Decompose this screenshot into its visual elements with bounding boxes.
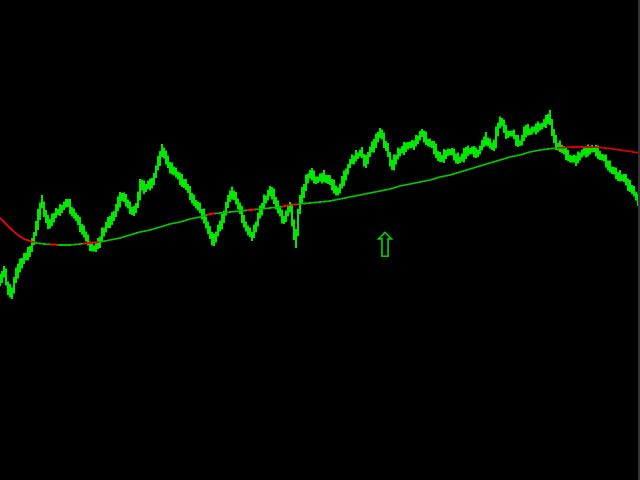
price-series — [0, 110, 639, 299]
ma-line — [0, 146, 640, 246]
ma-red-dashes — [49, 203, 299, 246]
window-right-edge — [638, 0, 640, 480]
up-arrow-icon: ⇧ — [371, 226, 400, 266]
